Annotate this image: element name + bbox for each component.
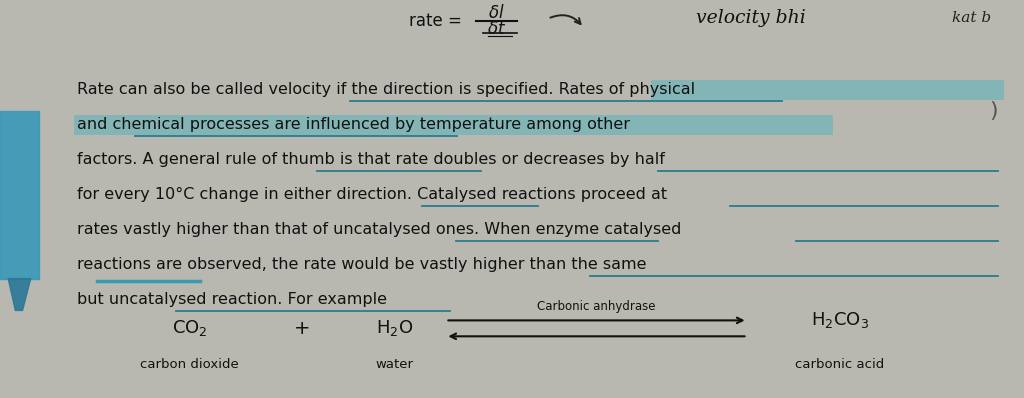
Text: water: water	[375, 358, 414, 371]
Text: H$_2$CO$_3$: H$_2$CO$_3$	[811, 310, 868, 330]
Text: rate =: rate =	[409, 12, 462, 30]
Text: H$_2$O: H$_2$O	[376, 318, 413, 338]
Text: ): )	[989, 101, 997, 121]
Text: carbonic acid: carbonic acid	[795, 358, 885, 371]
FancyBboxPatch shape	[651, 80, 1004, 100]
Text: kat b: kat b	[952, 11, 991, 25]
Polygon shape	[0, 111, 39, 279]
Text: but uncatalysed reaction. For example: but uncatalysed reaction. For example	[77, 292, 387, 307]
Text: for every 10°C change in either direction. Catalysed reactions proceed at: for every 10°C change in either directio…	[77, 187, 667, 202]
FancyBboxPatch shape	[74, 115, 833, 135]
Text: CO$_2$: CO$_2$	[172, 318, 207, 338]
Text: $\delta t$: $\delta t$	[487, 20, 506, 38]
Text: carbon dioxide: carbon dioxide	[140, 358, 239, 371]
Text: +: +	[294, 319, 310, 338]
Text: velocity bhi: velocity bhi	[696, 9, 806, 27]
Text: Carbonic anhydrase: Carbonic anhydrase	[538, 300, 655, 313]
Text: Rate can also be called velocity if the direction is specified. Rates of physica: Rate can also be called velocity if the …	[77, 82, 695, 97]
Text: reactions are observed, the rate would be vastly higher than the same: reactions are observed, the rate would b…	[77, 257, 646, 272]
Text: $\delta l$: $\delta l$	[488, 4, 505, 22]
Polygon shape	[8, 279, 31, 310]
Text: and chemical processes are influenced by temperature among other: and chemical processes are influenced by…	[77, 117, 630, 132]
Text: factors. A general rule of thumb is that rate doubles or decreases by half: factors. A general rule of thumb is that…	[77, 152, 665, 167]
Text: rates vastly higher than that of uncatalysed ones. When enzyme catalysed: rates vastly higher than that of uncatal…	[77, 222, 681, 237]
